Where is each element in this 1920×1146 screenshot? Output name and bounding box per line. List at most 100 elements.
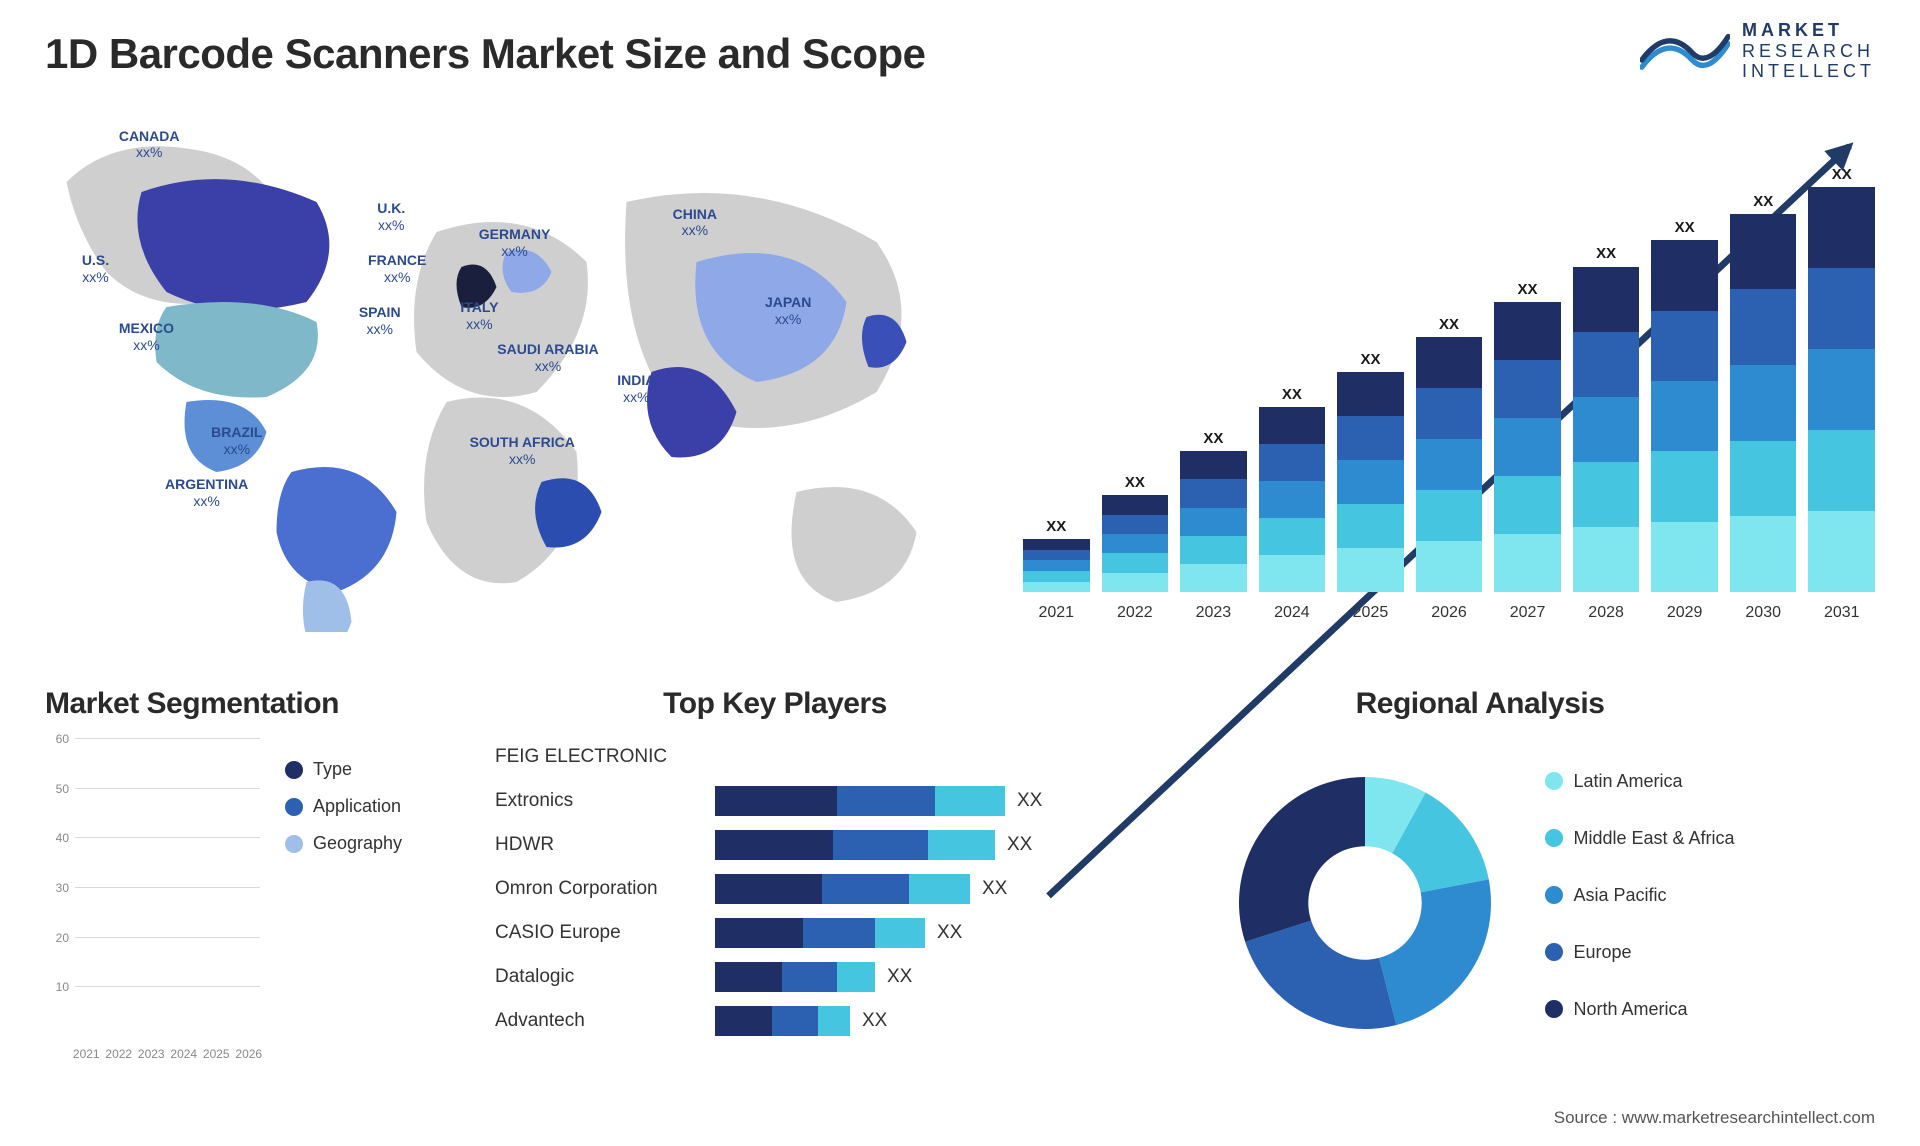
donut-segment	[1246, 921, 1397, 1029]
brand-logo: MARKET RESEARCH INTELLECT	[1640, 20, 1875, 82]
year-axis-label: 2028	[1588, 604, 1624, 622]
player-value: XX	[982, 878, 1007, 900]
year-axis-label: 2027	[1510, 604, 1546, 622]
player-value: XX	[887, 966, 912, 988]
forecast-bar: XX2021	[1023, 152, 1090, 592]
bar-value-label: XX	[1518, 281, 1538, 298]
forecast-bar: XX2023	[1180, 152, 1247, 592]
player-bar	[715, 962, 875, 992]
forecast-bar: XX2026	[1416, 152, 1483, 592]
year-axis-label: 2024	[1274, 604, 1310, 622]
regional-analysis-panel: Regional Analysis Latin America Middle Ea…	[1085, 687, 1875, 1067]
logo-icon	[1640, 21, 1730, 81]
player-name: Omron Corporation	[495, 878, 695, 900]
world-map: CANADAxx%U.S.xx%MEXICOxx%BRAZILxx%ARGENT…	[45, 112, 968, 632]
bar-value-label: XX	[1439, 316, 1459, 333]
year-axis-label: 2031	[1824, 604, 1860, 622]
x-axis-label: 2022	[105, 1047, 132, 1061]
main-forecast-chart: XX2021XX2022XX2023XX2024XX2025XX2026XX20…	[1023, 112, 1875, 632]
legend-item: Type	[285, 759, 465, 780]
bar-value-label: XX	[1360, 351, 1380, 368]
bar-value-label: XX	[1753, 193, 1773, 210]
year-axis-label: 2026	[1431, 604, 1467, 622]
player-bar	[715, 830, 995, 860]
x-axis-label: 2021	[73, 1047, 100, 1061]
players-header: FEIG ELECTRONIC	[495, 746, 667, 768]
player-value: XX	[1007, 834, 1032, 856]
donut-segment	[1380, 879, 1492, 1025]
x-axis-label: 2024	[170, 1047, 197, 1061]
bar-value-label: XX	[1596, 245, 1616, 262]
logo-line2: RESEARCH	[1742, 41, 1875, 62]
forecast-bar: XX2029	[1651, 152, 1718, 592]
player-name: Datalogic	[495, 966, 695, 988]
y-tick: 20	[56, 931, 69, 945]
player-row: Datalogic XX	[495, 959, 1055, 995]
regional-legend: Latin America Middle East & Africa Asia Pa…	[1545, 771, 1734, 1036]
regional-donut	[1225, 763, 1505, 1043]
forecast-bar: XX2031	[1808, 152, 1875, 592]
players-title: Top Key Players	[495, 687, 1055, 721]
forecast-bar: XX2024	[1259, 152, 1326, 592]
y-tick: 10	[56, 980, 69, 994]
region-legend-item: North America	[1545, 999, 1734, 1020]
player-value: XX	[1017, 790, 1042, 812]
bar-value-label: XX	[1203, 430, 1223, 447]
page-title: 1D Barcode Scanners Market Size and Scop…	[45, 30, 926, 78]
forecast-bar: XX2025	[1337, 152, 1404, 592]
year-axis-label: 2023	[1196, 604, 1232, 622]
year-axis-label: 2022	[1117, 604, 1153, 622]
legend-item: Geography	[285, 833, 465, 854]
x-axis-label: 2025	[203, 1047, 230, 1061]
x-axis-label: 2023	[138, 1047, 165, 1061]
region-legend-item: Asia Pacific	[1545, 885, 1734, 906]
player-row: Omron Corporation XX	[495, 871, 1055, 907]
donut-segment	[1239, 777, 1365, 942]
bar-value-label: XX	[1832, 166, 1852, 183]
forecast-bar: XX2030	[1730, 152, 1797, 592]
segmentation-legend: Type Application Geography	[285, 739, 465, 1067]
player-row: Advantech XX	[495, 1003, 1055, 1039]
key-players-panel: Top Key Players FEIG ELECTRONIC Extronics…	[495, 687, 1055, 1067]
segmentation-chart: 102030405060 202120222023202420252026	[45, 739, 260, 1067]
player-bar	[715, 786, 1005, 816]
regional-title: Regional Analysis	[1085, 687, 1875, 721]
logo-line1: MARKET	[1742, 20, 1875, 41]
year-axis-label: 2021	[1038, 604, 1074, 622]
x-axis-label: 2026	[235, 1047, 262, 1061]
player-value: XX	[937, 922, 962, 944]
forecast-bar: XX2027	[1494, 152, 1561, 592]
source-attribution: Source : www.marketresearchintellect.com	[1554, 1108, 1875, 1128]
segmentation-title: Market Segmentation	[45, 687, 465, 721]
player-row: Extronics XX	[495, 783, 1055, 819]
player-name: Advantech	[495, 1010, 695, 1032]
player-row: CASIO Europe XX	[495, 915, 1055, 951]
map-svg	[45, 112, 968, 632]
forecast-bar: XX2028	[1573, 152, 1640, 592]
logo-line3: INTELLECT	[1742, 61, 1875, 82]
forecast-bar: XX2022	[1102, 152, 1169, 592]
y-tick: 50	[56, 782, 69, 796]
y-tick: 30	[56, 881, 69, 895]
player-name: CASIO Europe	[495, 922, 695, 944]
bar-value-label: XX	[1125, 474, 1145, 491]
player-name: HDWR	[495, 834, 695, 856]
region-legend-item: Latin America	[1545, 771, 1734, 792]
region-legend-item: Europe	[1545, 942, 1734, 963]
player-row: HDWR XX	[495, 827, 1055, 863]
bar-value-label: XX	[1046, 518, 1066, 535]
legend-item: Application	[285, 796, 465, 817]
region-legend-item: Middle East & Africa	[1545, 828, 1734, 849]
player-bar	[715, 918, 925, 948]
year-axis-label: 2025	[1353, 604, 1389, 622]
year-axis-label: 2030	[1745, 604, 1781, 622]
player-bar	[715, 874, 970, 904]
player-name: Extronics	[495, 790, 695, 812]
player-value: XX	[862, 1010, 887, 1032]
bar-value-label: XX	[1282, 386, 1302, 403]
bar-value-label: XX	[1675, 219, 1695, 236]
market-segmentation-panel: Market Segmentation 10 20 30 40 50 60 2021 202…	[45, 687, 465, 1067]
player-bar	[715, 1006, 850, 1036]
y-tick: 60	[56, 732, 69, 746]
y-tick: 40	[56, 831, 69, 845]
